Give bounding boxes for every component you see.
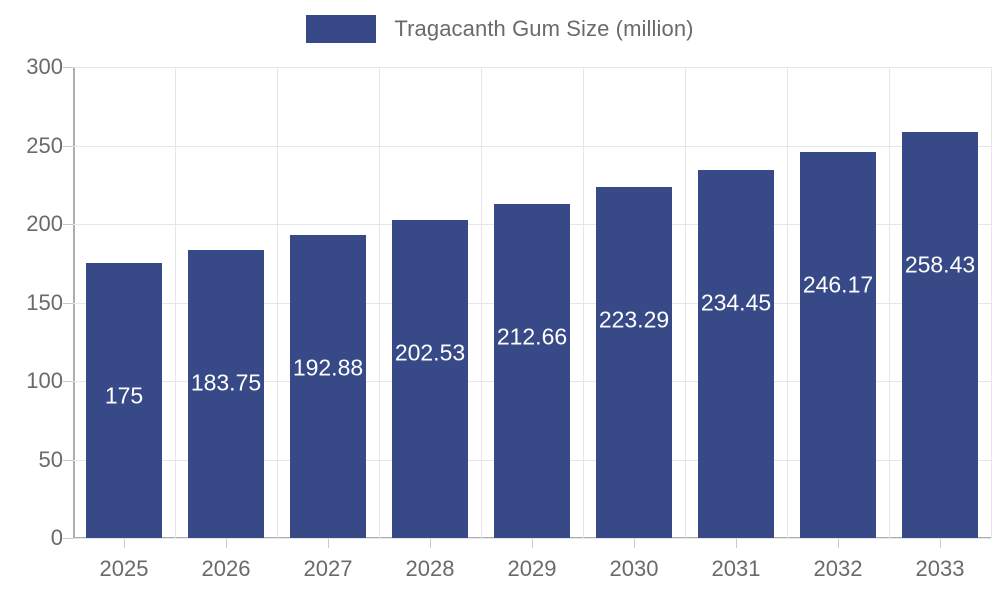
legend-item-tragacanth-gum-size[interactable]: Tragacanth Gum Size (million) bbox=[306, 15, 693, 43]
y-axis-tick-label: 50 bbox=[38, 446, 63, 472]
gridline-horizontal bbox=[73, 538, 991, 539]
y-axis-tick-label: 250 bbox=[26, 132, 63, 158]
x-axis-tick-label: 2027 bbox=[303, 556, 353, 581]
y-axis-tick-mark bbox=[63, 381, 73, 382]
gridline-vertical bbox=[787, 67, 788, 538]
x-axis-tick-label: 2032 bbox=[813, 556, 863, 581]
legend-swatch-tragacanth-gum-size bbox=[306, 15, 377, 43]
x-axis-tick-mark bbox=[940, 539, 941, 548]
gridline-vertical bbox=[379, 67, 380, 538]
x-axis-tick-mark bbox=[124, 539, 125, 548]
y-axis-tick-mark bbox=[63, 538, 73, 539]
bar[interactable]: 223.29 bbox=[596, 187, 672, 538]
bar[interactable]: 212.66 bbox=[494, 204, 570, 538]
bar[interactable]: 183.75 bbox=[188, 249, 264, 538]
bar-value-label: 234.45 bbox=[700, 289, 772, 316]
gridline-horizontal bbox=[73, 145, 991, 147]
bar-value-label: 223.29 bbox=[598, 306, 670, 333]
plot-area: 175 183.75 192.88 202.53 212.66 223.29 234.45 2… bbox=[73, 67, 992, 539]
bar[interactable]: 202.53 bbox=[392, 220, 468, 538]
bar[interactable]: 246.17 bbox=[800, 151, 876, 538]
chart-legend: Tragacanth Gum Size (million) bbox=[0, 0, 1000, 58]
x-axis-tick-mark bbox=[634, 539, 635, 548]
x-axis-tick-mark bbox=[838, 539, 839, 548]
x-axis-tick-label: 2029 bbox=[507, 556, 557, 581]
bar-value-label: 192.88 bbox=[292, 354, 364, 381]
x-axis-tick-label: 2026 bbox=[201, 556, 251, 581]
bar[interactable]: 175 bbox=[86, 263, 162, 538]
bar[interactable]: 258.43 bbox=[902, 132, 978, 538]
y-axis-tick-label: 150 bbox=[26, 289, 63, 315]
gridline-vertical bbox=[889, 67, 890, 538]
legend-label-tragacanth-gum-size: Tragacanth Gum Size (million) bbox=[394, 16, 694, 41]
x-axis-tick-mark bbox=[226, 539, 227, 548]
y-axis-tick-label: 200 bbox=[26, 211, 63, 236]
y-axis-tick-label: 100 bbox=[26, 368, 63, 393]
y-axis-tick-label: 0 bbox=[50, 525, 63, 550]
gridline-vertical bbox=[685, 67, 686, 538]
bar-value-label: 183.75 bbox=[190, 369, 262, 396]
x-axis-tick-mark bbox=[430, 539, 431, 548]
x-axis-tick-label: 2028 bbox=[405, 556, 455, 581]
bar-value-label: 246.17 bbox=[802, 271, 874, 298]
gridline-horizontal bbox=[73, 67, 991, 68]
bar[interactable]: 234.45 bbox=[698, 169, 774, 538]
gridline-vertical bbox=[481, 67, 482, 538]
y-axis-tick-mark bbox=[63, 459, 73, 461]
gridline-vertical bbox=[175, 67, 176, 538]
x-axis-tick-mark bbox=[736, 539, 737, 548]
y-axis-tick-mark bbox=[63, 224, 73, 225]
y-axis-tick-label: 300 bbox=[26, 54, 63, 79]
x-axis-tick-label: 2025 bbox=[99, 556, 149, 581]
y-axis-tick-mark bbox=[63, 145, 73, 147]
y-axis-tick-mark bbox=[63, 67, 73, 68]
bar-value-label: 212.66 bbox=[496, 323, 568, 350]
x-axis-tick-label: 2031 bbox=[711, 556, 761, 581]
y-axis-tick-mark bbox=[63, 302, 73, 304]
gridline-vertical bbox=[991, 67, 992, 538]
bar-value-label: 258.43 bbox=[904, 251, 976, 278]
bar-value-label: 175 bbox=[104, 382, 144, 409]
gridline-vertical bbox=[277, 67, 278, 538]
x-axis-tick-label: 2030 bbox=[609, 556, 659, 581]
bar-value-label: 202.53 bbox=[394, 339, 466, 366]
gridline-vertical bbox=[583, 67, 584, 538]
x-axis-tick-mark bbox=[328, 539, 329, 548]
x-axis-tick-label: 2033 bbox=[915, 556, 965, 581]
bar[interactable]: 192.88 bbox=[290, 235, 366, 538]
x-axis-tick-mark bbox=[532, 539, 533, 548]
